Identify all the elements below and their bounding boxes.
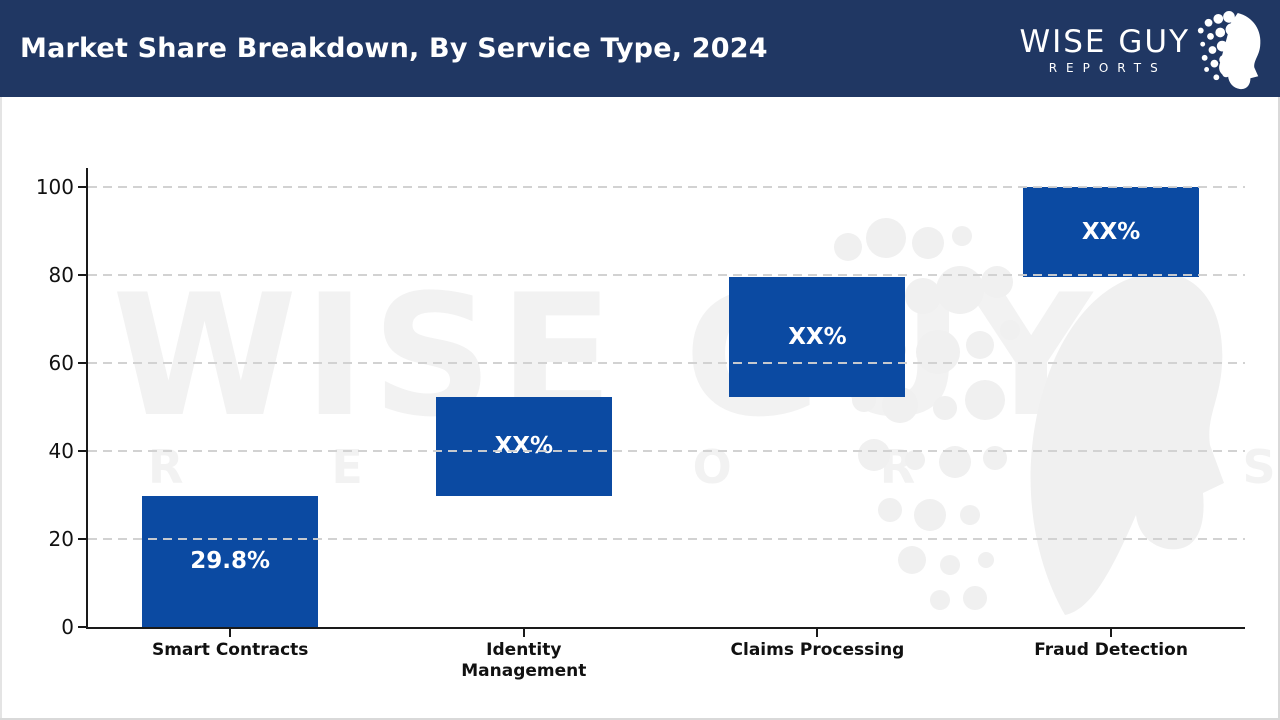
- bar-value-label: XX%: [494, 433, 554, 460]
- bar-value-label: 29.8%: [190, 548, 271, 575]
- bar-fraud-detection: XX%: [1023, 186, 1200, 277]
- gridline: [88, 361, 1245, 364]
- y-tick-label: 100: [35, 174, 74, 199]
- gridline: [88, 185, 1245, 188]
- x-axis-label: Fraud Detection: [1034, 639, 1188, 660]
- y-tick-label: 60: [48, 350, 74, 375]
- y-axis-tick: [78, 273, 86, 276]
- wise-guy-reports-logo: WISE GUY REPORTS: [1019, 8, 1266, 92]
- bar-identity-management: XX%: [435, 396, 612, 496]
- y-tick-label: 0: [61, 614, 74, 639]
- y-axis: [86, 168, 88, 629]
- y-axis-tick: [78, 625, 86, 628]
- y-axis-tick: [78, 361, 86, 364]
- y-axis-tick: [78, 185, 86, 188]
- logo-text: WISE GUY REPORTS: [1019, 25, 1190, 75]
- gridline: [88, 273, 1245, 276]
- header-bar: Market Share Breakdown, By Service Type,…: [0, 0, 1280, 97]
- logo-head-icon: [1197, 11, 1261, 90]
- y-axis-tick: [78, 537, 86, 540]
- x-axis-label: Smart Contracts: [151, 639, 309, 660]
- gridline: [88, 537, 1245, 540]
- y-tick-label: 20: [48, 526, 74, 551]
- x-axis-label: Claims Processing: [730, 639, 905, 660]
- x-axis-tick: [229, 628, 232, 637]
- bar-smart-contracts: 29.8%: [142, 495, 319, 627]
- logo-reports-label: REPORTS: [1048, 61, 1167, 75]
- logo-wiseguy-label: WISE GUY: [1019, 24, 1190, 60]
- x-axis: [86, 626, 1245, 629]
- y-tick-label: 40: [48, 438, 74, 463]
- y-tick-label: 80: [48, 262, 74, 287]
- x-axis-label: Identity Management: [461, 639, 587, 681]
- x-axis-tick: [816, 628, 819, 637]
- page-title: Market Share Breakdown, By Service Type,…: [20, 33, 768, 64]
- y-axis-tick: [78, 449, 86, 452]
- x-axis-tick: [522, 628, 525, 637]
- bar-value-label: XX%: [788, 323, 847, 350]
- bar-value-label: XX%: [1081, 218, 1141, 245]
- gridline: [88, 449, 1245, 452]
- bar-claims-processing: XX%: [729, 277, 906, 397]
- x-axis-tick: [1110, 628, 1113, 637]
